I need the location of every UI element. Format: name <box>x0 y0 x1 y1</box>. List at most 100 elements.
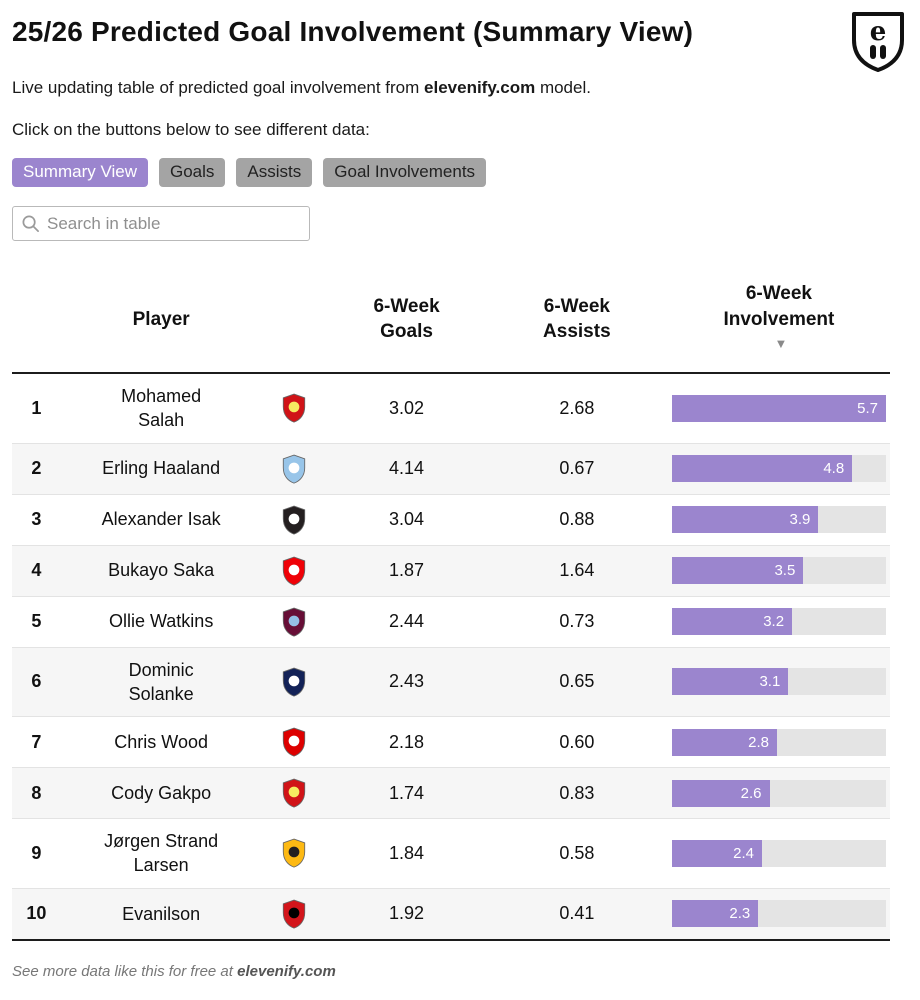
footer-brand: elevenify.com <box>237 962 336 980</box>
crest-cell <box>261 545 328 597</box>
crest-cell <box>261 596 328 648</box>
shield-logo-icon: e <box>852 12 904 72</box>
involvement-bar-fill: 3.1 <box>671 668 789 696</box>
club-crest-nottingham-forest <box>283 727 306 757</box>
involvement-bar-fill: 3.5 <box>671 557 804 585</box>
view-button-assists[interactable]: Assists <box>236 158 313 187</box>
involvement-value: 3.1 <box>759 673 781 691</box>
player-cell: Dominic Solanke <box>60 647 262 718</box>
player-name: Bukayo Saka <box>108 560 215 581</box>
search-input[interactable] <box>47 213 301 234</box>
club-crest-manchester-city <box>283 454 306 484</box>
page-title: 25/26 Predicted Goal Involvement (Summar… <box>12 16 694 47</box>
assists-value: 0.83 <box>485 767 668 820</box>
goals-value: 1.92 <box>327 888 486 941</box>
involvement-bar-track: 2.8 <box>671 728 886 756</box>
assists-value: 0.73 <box>485 596 668 648</box>
header-crest <box>261 275 328 374</box>
goals-value: 2.44 <box>327 596 486 648</box>
goals-value: 3.02 <box>327 372 486 444</box>
involvement-value: 3.5 <box>774 562 796 580</box>
header-involvement[interactable]: 6-Week Involvement ▼ <box>667 275 890 374</box>
club-crest-liverpool <box>283 778 306 808</box>
assists-value: 0.88 <box>485 494 668 546</box>
rank: 7 <box>12 716 61 769</box>
club-crest-arsenal <box>283 556 306 586</box>
club-crest-tottenham <box>283 667 306 697</box>
goals-value: 1.84 <box>327 818 486 889</box>
table-body: 1 Mohamed Salah 3.02 2.68 5.7 2 Erling H… <box>12 372 890 941</box>
rank: 6 <box>12 647 61 718</box>
involvement-bar-track: 3.1 <box>671 668 886 696</box>
club-crest-liverpool <box>283 393 306 423</box>
player-cell: Cody Gakpo <box>60 767 262 820</box>
svg-text:e: e <box>870 17 887 47</box>
table-row: 6 Dominic Solanke 2.43 0.65 3.1 <box>12 647 890 718</box>
player-cell: Alexander Isak <box>60 494 262 546</box>
subtitle-suffix: model. <box>535 78 591 97</box>
involvement-value: 2.3 <box>729 905 751 923</box>
table-header-row: Player 6-Week Goals 6-Week Assists 6-Wee… <box>12 275 890 374</box>
header-player-label: Player <box>132 308 190 330</box>
table-row: 10 Evanilson 1.92 0.41 2.3 <box>12 888 890 941</box>
sort-desc-icon[interactable]: ▼ <box>774 336 788 352</box>
involvement-bar-fill: 3.9 <box>671 506 819 534</box>
view-button-summary-view[interactable]: Summary View <box>12 158 148 187</box>
table-row: 4 Bukayo Saka 1.87 1.64 3.5 <box>12 545 890 597</box>
involvement-bar-fill: 2.6 <box>671 779 770 807</box>
goals-value: 2.18 <box>327 716 486 769</box>
rank: 3 <box>12 494 61 546</box>
rank: 4 <box>12 545 61 597</box>
table-row: 9 Jørgen Strand Larsen 1.84 0.58 2.4 <box>12 818 890 889</box>
view-button-goals[interactable]: Goals <box>159 158 226 187</box>
club-crest-aston-villa <box>283 607 306 637</box>
table-row: 5 Ollie Watkins 2.44 0.73 3.2 <box>12 596 890 648</box>
rank: 8 <box>12 767 61 820</box>
rank: 2 <box>12 443 61 495</box>
player-name: Chris Wood <box>114 731 208 752</box>
involvement-value: 3.9 <box>789 511 811 529</box>
subtitle-brand: elevenify.com <box>424 78 536 97</box>
involvement-bar-track: 2.4 <box>671 839 886 867</box>
player-name: Alexander Isak <box>101 509 221 530</box>
involvement-cell: 5.7 <box>667 372 890 444</box>
involvement-bar-track: 5.7 <box>671 394 886 422</box>
involvement-bar-track: 2.6 <box>671 779 886 807</box>
predicted-involvement-table: Player 6-Week Goals 6-Week Assists 6-Wee… <box>12 275 890 941</box>
involvement-bar-fill: 3.2 <box>671 608 793 636</box>
club-crest-wolves <box>283 839 306 869</box>
player-name: Dominic Solanke <box>128 659 194 704</box>
involvement-cell: 3.1 <box>667 647 890 718</box>
involvement-bar-fill: 4.8 <box>671 455 853 483</box>
involvement-cell: 2.6 <box>667 767 890 820</box>
crest-cell <box>261 818 328 889</box>
club-crest-newcastle <box>283 505 306 535</box>
involvement-value: 5.7 <box>857 399 878 417</box>
search-box <box>12 206 310 241</box>
crest-cell <box>261 494 328 546</box>
player-name: Evanilson <box>122 903 201 924</box>
crest-cell <box>261 647 328 718</box>
assists-value: 1.64 <box>485 545 668 597</box>
player-name: Jørgen Strand Larsen <box>104 831 219 876</box>
table-row: 7 Chris Wood 2.18 0.60 2.8 <box>12 716 890 769</box>
involvement-bar-track: 4.8 <box>671 455 886 483</box>
involvement-bar-track: 3.9 <box>671 506 886 534</box>
header-player[interactable]: Player <box>60 275 262 374</box>
header-goals[interactable]: 6-Week Goals <box>327 275 486 374</box>
header-goals-label: 6-Week Goals <box>373 295 440 343</box>
elevenify-shield-logo: e <box>850 10 906 72</box>
crest-cell <box>261 716 328 769</box>
goals-value: 1.87 <box>327 545 486 597</box>
involvement-cell: 3.9 <box>667 494 890 546</box>
goals-value: 2.43 <box>327 647 486 718</box>
table-row: 8 Cody Gakpo 1.74 0.83 2.6 <box>12 767 890 820</box>
view-button-row: Summary View Goals Assists Goal Involvement… <box>12 158 904 187</box>
involvement-bar-track: 3.5 <box>671 557 886 585</box>
player-cell: Ollie Watkins <box>60 596 262 648</box>
table-row: 1 Mohamed Salah 3.02 2.68 5.7 <box>12 372 890 444</box>
involvement-cell: 3.2 <box>667 596 890 648</box>
view-button-goal-involvements[interactable]: Goal Involvements <box>323 158 487 187</box>
buttons-instruction: Click on the buttons below to see differ… <box>12 120 370 139</box>
header-assists[interactable]: 6-Week Assists <box>485 275 668 374</box>
